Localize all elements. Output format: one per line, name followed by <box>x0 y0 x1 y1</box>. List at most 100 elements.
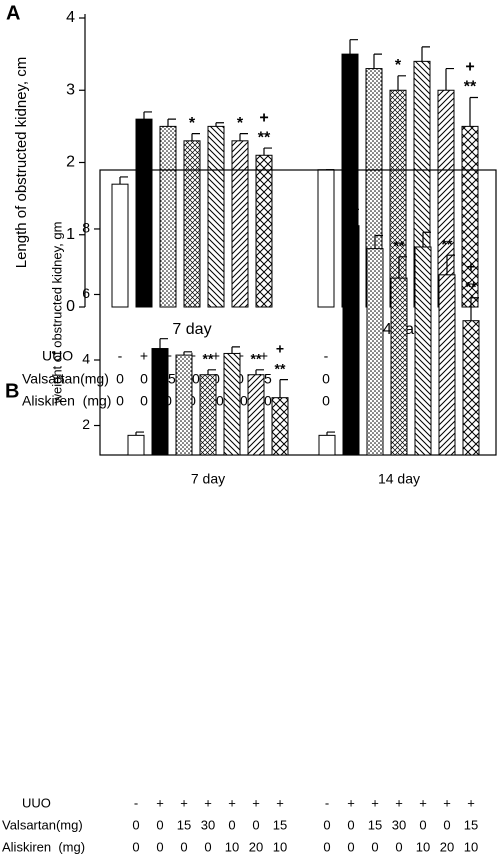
bar <box>414 246 432 456</box>
table-cell: 0 <box>180 839 187 854</box>
significance-mark: * <box>189 115 196 132</box>
error-bar <box>422 231 431 247</box>
table-cell: 0 <box>323 817 330 832</box>
error-bar <box>231 346 240 354</box>
table-cell: 0 <box>419 817 426 832</box>
table-cell: + <box>180 795 188 810</box>
table-cell: - <box>134 795 138 810</box>
table-cell: 15 <box>368 817 382 832</box>
table-cell: 0 <box>322 393 330 409</box>
y-tick-label: 1 <box>66 226 75 243</box>
significance-mark: + <box>467 258 475 274</box>
table-cell: + <box>276 795 284 810</box>
table-cell: 0 <box>116 371 124 387</box>
table-cell: 10 <box>416 839 430 854</box>
y-tick-label: 8 <box>82 220 90 236</box>
y-tick-label: 2 <box>66 154 75 171</box>
bar <box>366 248 384 456</box>
table-cell: 20 <box>249 839 263 854</box>
table-cell: 0 <box>140 393 148 409</box>
table-cell: 20 <box>440 839 454 854</box>
error-bar <box>398 256 407 279</box>
bar <box>159 125 177 308</box>
group-label: 14 day <box>378 471 420 487</box>
y-tick-label: 4 <box>66 9 75 26</box>
bar <box>127 434 145 456</box>
table-cell: + <box>156 795 164 810</box>
table-cell: 10 <box>273 839 287 854</box>
error-bar <box>470 297 479 321</box>
error-bar <box>349 39 358 55</box>
table-row-label: UUO <box>22 795 51 810</box>
group-label: 7 day <box>172 321 211 338</box>
bar <box>135 118 153 308</box>
significance-mark: ** <box>442 236 453 252</box>
table-cell: 0 <box>322 371 330 387</box>
error-bar <box>446 254 455 275</box>
error-bar <box>135 431 144 436</box>
table-cell: 15 <box>464 817 478 832</box>
table-cell: 0 <box>132 839 139 854</box>
table-cell: 0 <box>443 817 450 832</box>
y-tick-label: 3 <box>66 81 75 98</box>
table-row-label: UUO <box>42 348 73 364</box>
significance-mark: + <box>276 340 284 356</box>
table-cell: 0 <box>156 839 163 854</box>
bar <box>247 374 265 456</box>
table-cell: 0 <box>228 817 235 832</box>
error-bar <box>191 133 200 141</box>
table-cell: 0 <box>347 839 354 854</box>
table-cell: + <box>371 795 379 810</box>
bar <box>462 320 480 456</box>
bar <box>207 125 225 308</box>
y-tick-label: 0 <box>66 298 75 315</box>
table-cell: 0 <box>395 839 402 854</box>
table-cell: - <box>324 348 329 364</box>
table-cell: + <box>140 348 148 364</box>
bar <box>255 154 273 308</box>
bar <box>342 225 360 456</box>
bar <box>438 274 456 456</box>
table-cell: 0 <box>116 393 124 409</box>
bar <box>231 140 249 308</box>
bar <box>390 277 408 456</box>
table-cell: 10 <box>464 839 478 854</box>
table-cell: 0 <box>371 839 378 854</box>
table-cell: 30 <box>392 817 406 832</box>
table-cell: 0 <box>323 839 330 854</box>
bar <box>151 348 169 456</box>
significance-mark: ** <box>275 360 286 376</box>
error-bar <box>239 133 248 141</box>
error-bar <box>143 111 152 120</box>
table-row-label: Valsartan(mg) <box>2 817 83 832</box>
table-cell: 0 <box>140 371 148 387</box>
error-bar <box>469 96 478 127</box>
significance-mark: ** <box>258 129 271 146</box>
table-cell: 0 <box>132 817 139 832</box>
bar <box>183 140 201 308</box>
significance-mark: ** <box>394 238 405 254</box>
table-cell: + <box>260 348 268 364</box>
table-cell: 10 <box>225 839 239 854</box>
y-axis-label: Length of obstructed kidney, cm <box>13 57 30 269</box>
bar <box>111 183 129 308</box>
table-cell: - <box>118 348 123 364</box>
group-label: 7 day <box>191 471 225 487</box>
plot-frame <box>99 169 497 456</box>
table-cell: + <box>419 795 427 810</box>
table-cell: + <box>252 795 260 810</box>
significance-mark: ** <box>251 351 262 367</box>
table-cell: 0 <box>204 839 211 854</box>
error-bar <box>263 147 272 156</box>
error-bar <box>279 379 288 398</box>
error-bar <box>373 53 382 69</box>
significance-mark: + <box>465 59 474 76</box>
error-bar <box>207 369 216 375</box>
y-tick-label: 6 <box>82 285 90 301</box>
error-bar <box>374 234 383 249</box>
table-cell: - <box>325 795 329 810</box>
table-cell: + <box>204 795 212 810</box>
significance-mark: ** <box>464 79 477 96</box>
error-bar <box>119 176 128 185</box>
bar <box>271 397 289 456</box>
